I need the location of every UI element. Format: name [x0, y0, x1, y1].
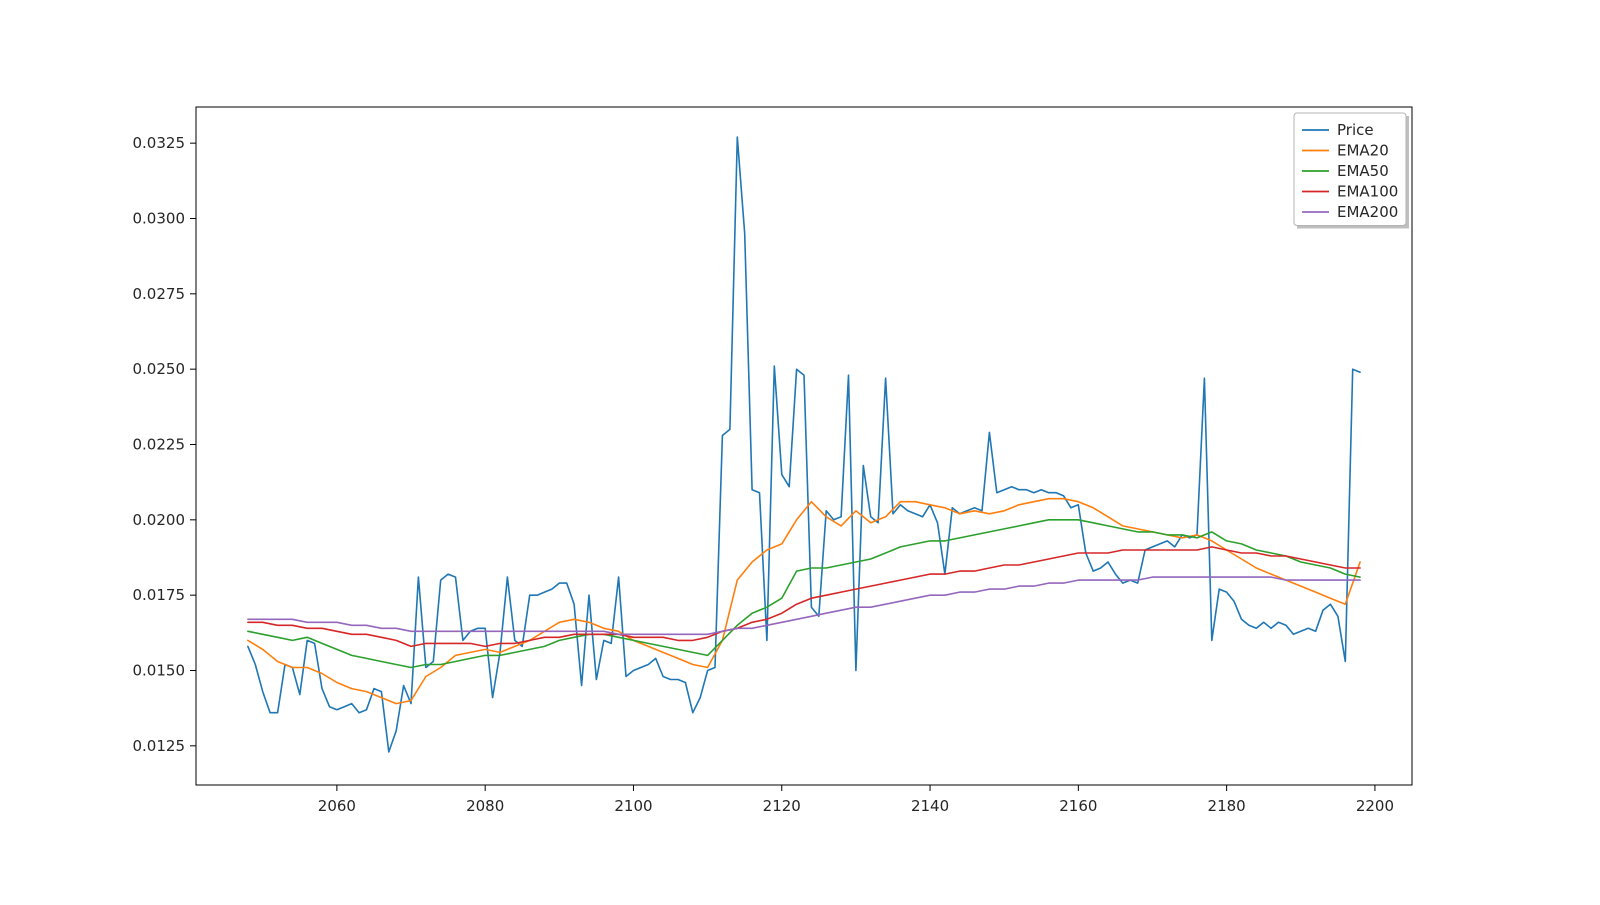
x-tick-label: 2080: [466, 797, 504, 815]
y-tick-label: 0.0275: [133, 285, 186, 303]
legend-label-ema50: EMA50: [1337, 162, 1389, 180]
x-tick-label: 2200: [1356, 797, 1394, 815]
legend-box: [1293, 112, 1407, 226]
x-tick-label: 2180: [1208, 797, 1246, 815]
y-tick-label: 0.0200: [133, 511, 186, 529]
y-tick-label: 0.0125: [133, 737, 186, 755]
x-tick-label: 2120: [763, 797, 801, 815]
series-line-ema50: [247, 518, 1361, 669]
x-tick-label: 2160: [1059, 797, 1097, 815]
x-tick-label: 2140: [911, 797, 949, 815]
y-tick-label: 0.0150: [133, 661, 186, 679]
legend-label-ema20: EMA20: [1337, 142, 1389, 160]
x-tick-label: 2100: [614, 797, 652, 815]
series-line-ema100: [247, 546, 1361, 648]
y-tick-label: 0.0250: [133, 360, 186, 378]
y-tick-label: 0.0225: [133, 435, 186, 453]
series-line-ema20: [247, 497, 1361, 705]
plot-border: [195, 106, 1413, 786]
y-tick-label: 0.0175: [133, 586, 186, 604]
series-line-ema200: [247, 576, 1361, 636]
legend-label-ema100: EMA100: [1337, 183, 1398, 201]
y-tick-label: 0.0300: [133, 209, 186, 227]
y-tick-label: 0.0325: [133, 134, 186, 152]
x-tick-label: 2060: [318, 797, 356, 815]
series-line-price: [247, 136, 1361, 753]
legend-label-ema200: EMA200: [1337, 203, 1398, 221]
legend-label-price: Price: [1337, 121, 1374, 139]
